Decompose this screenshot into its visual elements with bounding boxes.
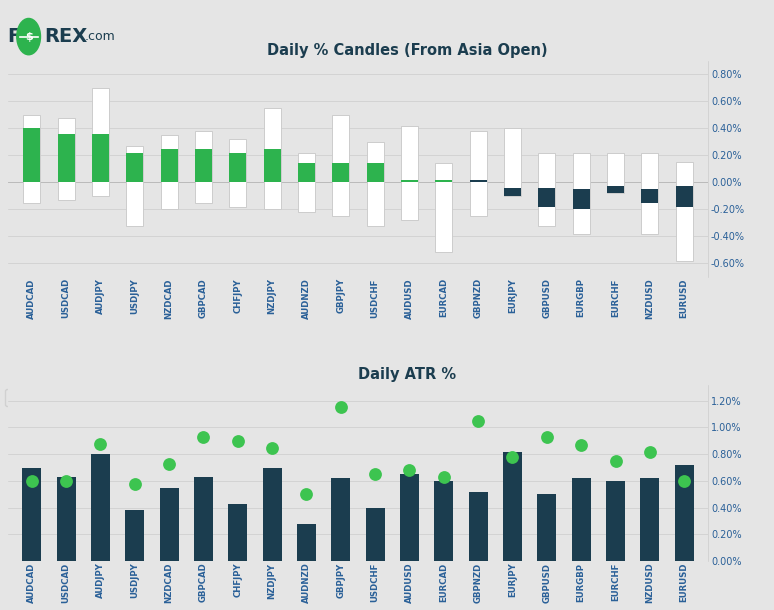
Bar — [57, 118, 75, 200]
Bar — [676, 162, 693, 260]
Point — [60, 476, 72, 486]
Bar — [641, 152, 659, 234]
Bar — [365, 508, 385, 561]
Bar — [607, 187, 624, 193]
Point — [472, 416, 485, 426]
Point — [369, 469, 382, 479]
Point — [609, 456, 622, 466]
Bar — [332, 163, 349, 182]
Circle shape — [17, 18, 40, 55]
Bar — [607, 152, 624, 193]
Bar — [573, 152, 590, 234]
Bar — [470, 180, 487, 182]
Bar — [228, 504, 247, 561]
Bar — [126, 146, 143, 226]
Point — [334, 403, 347, 412]
Text: .com: .com — [84, 30, 115, 43]
Bar — [332, 115, 349, 216]
Bar — [57, 134, 75, 182]
Bar — [504, 188, 521, 196]
Text: REX: REX — [44, 27, 87, 46]
Title: Daily % Candles (From Asia Open): Daily % Candles (From Asia Open) — [267, 43, 547, 59]
Point — [163, 459, 176, 468]
Bar — [572, 478, 591, 561]
Bar — [160, 135, 178, 209]
Point — [540, 432, 553, 442]
Title: Daily ATR %: Daily ATR % — [358, 367, 456, 382]
Bar — [297, 524, 316, 561]
Bar — [23, 115, 40, 203]
Bar — [675, 465, 694, 561]
Bar — [126, 152, 143, 182]
Bar — [298, 163, 315, 182]
Bar — [229, 152, 246, 182]
Point — [300, 489, 313, 499]
Bar — [264, 149, 281, 182]
Bar — [22, 468, 41, 561]
Bar — [195, 149, 212, 182]
Bar — [57, 477, 76, 561]
Bar — [470, 131, 487, 216]
Bar — [23, 129, 40, 182]
Text: F: F — [8, 27, 21, 46]
Point — [266, 443, 279, 453]
Bar — [125, 511, 144, 561]
Bar — [262, 468, 282, 561]
Bar — [401, 180, 418, 182]
Point — [197, 432, 210, 442]
Point — [128, 479, 141, 489]
Bar — [92, 88, 109, 196]
Bar — [469, 492, 488, 561]
Bar — [400, 474, 419, 561]
Bar — [434, 481, 454, 561]
Bar — [504, 129, 521, 196]
Bar — [160, 149, 178, 182]
Bar — [298, 152, 315, 212]
Bar — [331, 478, 351, 561]
Point — [231, 436, 244, 446]
Bar — [435, 180, 452, 182]
Bar — [641, 189, 659, 203]
Bar — [195, 131, 212, 203]
Point — [575, 440, 587, 450]
Point — [26, 476, 38, 486]
Bar — [435, 163, 452, 253]
Point — [506, 452, 519, 462]
Bar — [264, 108, 281, 209]
Legend: % High, % Low, % Close: % High, % Low, % Close — [5, 389, 165, 406]
Bar — [91, 454, 110, 561]
Bar — [159, 487, 179, 561]
Bar — [573, 189, 590, 209]
Bar — [676, 187, 693, 207]
Bar — [538, 152, 556, 226]
Bar — [92, 134, 109, 182]
Bar — [537, 494, 557, 561]
Bar — [538, 188, 556, 207]
Bar — [194, 477, 213, 561]
Bar — [606, 481, 625, 561]
Bar — [503, 451, 522, 561]
Point — [403, 465, 416, 475]
Point — [94, 439, 107, 448]
Bar — [367, 163, 384, 182]
Bar — [640, 478, 659, 561]
Bar — [229, 139, 246, 207]
Point — [437, 472, 450, 482]
Bar — [367, 142, 384, 226]
Point — [678, 476, 690, 486]
Bar — [401, 126, 418, 220]
Point — [644, 447, 656, 456]
Text: $: $ — [25, 32, 33, 41]
